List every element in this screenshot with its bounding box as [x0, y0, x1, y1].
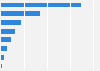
- Bar: [1, 20, 21, 25]
- Bar: [1, 55, 4, 60]
- Bar: [1, 37, 11, 42]
- Bar: [1, 29, 15, 34]
- Bar: [1, 46, 8, 51]
- Bar: [1, 3, 81, 7]
- Bar: [1, 11, 40, 16]
- Bar: [1, 64, 2, 68]
